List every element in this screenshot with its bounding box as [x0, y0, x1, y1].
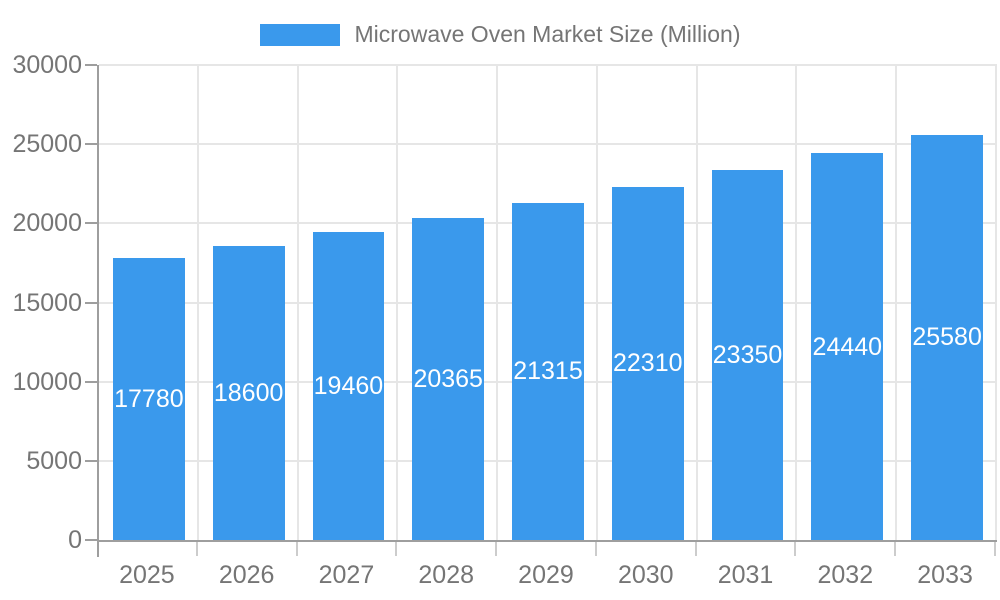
x-tick-mark-8	[894, 542, 897, 556]
gridline-v-1	[196, 65, 199, 540]
x-tick-label-2027: 2027	[318, 561, 375, 589]
legend-label: Microwave Oven Market Size (Million)	[354, 21, 741, 47]
x-tick-mark-2	[295, 542, 298, 556]
x-tick-label-2031: 2031	[717, 561, 774, 589]
x-tick-mark-5	[594, 542, 597, 556]
bar-value-label: 20365	[413, 364, 483, 393]
bar-2033[interactable]: 25580	[911, 134, 984, 540]
bar-value-label: 17780	[114, 385, 184, 414]
legend-color-swatch	[259, 23, 340, 46]
x-tick-mark-3	[395, 542, 398, 556]
y-tick-mark-25000	[85, 143, 97, 146]
bar-2026[interactable]: 18600	[212, 245, 285, 540]
gridline-v-8	[895, 65, 898, 540]
gridline-v-7	[795, 65, 798, 540]
bar-2028[interactable]: 20365	[412, 217, 485, 540]
bar-value-label: 25580	[912, 323, 982, 352]
x-axis-labels: 2025 2026 2027 2028 2029 2030 2031 2032 2033	[97, 560, 995, 592]
bar-value-label: 22310	[612, 349, 683, 378]
y-tick-mark-10000	[85, 380, 97, 383]
y-tick-mark-20000	[85, 222, 97, 225]
x-tick-label-2032: 2032	[817, 561, 874, 589]
x-tick-mark-4	[495, 542, 498, 556]
y-tick-label-20000: 20000	[12, 209, 82, 238]
y-tick-label-15000: 15000	[12, 288, 82, 317]
bar-2031[interactable]: 23350	[711, 170, 784, 540]
bar-2029[interactable]: 21315	[512, 202, 584, 540]
bar-value-label: 19460	[313, 371, 384, 400]
x-tick-mark-6	[694, 542, 697, 556]
y-tick-label-30000: 30000	[12, 51, 82, 79]
x-tick-mark-7	[794, 542, 797, 556]
y-tick-mark-0	[85, 539, 97, 541]
bar-2032[interactable]: 24440	[811, 153, 884, 540]
y-tick-mark-30000	[85, 64, 97, 66]
gridline-v-5	[595, 65, 598, 540]
x-tick-label-2033: 2033	[917, 561, 973, 589]
gridline-h-30000	[99, 64, 997, 66]
x-tick-label-2028: 2028	[418, 561, 475, 589]
y-tick-mark-5000	[85, 459, 97, 462]
gridline-v-2	[296, 65, 299, 540]
x-tick-label-2030: 2030	[617, 561, 674, 589]
gridline-v-4	[496, 65, 499, 540]
x-tick-label-2025: 2025	[119, 561, 175, 589]
x-tick-label-2026: 2026	[218, 561, 275, 589]
chart-legend-item[interactable]: Microwave Oven Market Size (Million)	[0, 21, 1000, 48]
bar-value-label: 23350	[712, 341, 783, 370]
bar-2027[interactable]: 19460	[312, 231, 385, 540]
y-axis-tick-bottom	[97, 542, 99, 557]
bar-2025[interactable]: 17780	[112, 258, 185, 540]
x-tick-mark-9	[994, 542, 996, 556]
plot-area: 17780 18600 19460 20365 21315 22310 23350 24440…	[97, 64, 997, 542]
y-tick-label-0: 0	[68, 526, 82, 554]
gridline-v-6	[695, 65, 698, 540]
bar-value-label: 21315	[513, 357, 583, 386]
y-axis-labels: 0 5000 10000 15000 20000 25000 30000	[0, 51, 82, 554]
x-tick-mark-1	[195, 542, 198, 556]
gridline-v-3	[396, 65, 399, 540]
x-tick-label-2029: 2029	[518, 561, 574, 589]
y-tick-label-5000: 5000	[26, 446, 82, 475]
gridline-h-25000	[99, 143, 997, 146]
y-tick-mark-15000	[85, 301, 97, 304]
bar-value-label: 24440	[812, 332, 883, 361]
gridline-v-9	[995, 65, 997, 540]
y-tick-label-25000: 25000	[12, 130, 82, 159]
y-tick-label-10000: 10000	[12, 367, 82, 396]
bar-value-label: 18600	[213, 378, 284, 407]
bar-2030[interactable]: 22310	[611, 186, 684, 540]
